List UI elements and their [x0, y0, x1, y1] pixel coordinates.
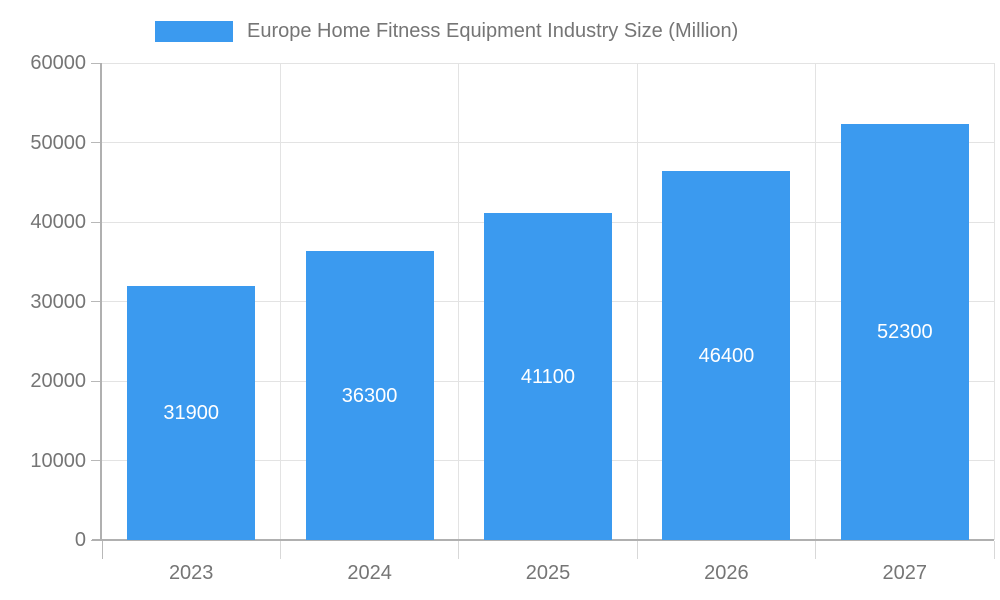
x-axis-line: [92, 539, 994, 541]
bar-value-label: 46400: [698, 344, 755, 367]
y-axis-tick: [91, 380, 100, 382]
y-axis-tick: [91, 301, 100, 302]
bar-value-label: 41100: [520, 365, 576, 388]
y-axis-tick: [91, 221, 100, 223]
y-axis-tick: [91, 460, 100, 461]
x-axis-tick: [636, 541, 638, 559]
legend-label: Europe Home Fitness Equipment Industry S…: [247, 20, 739, 42]
gridline-horizontal: [102, 62, 994, 64]
x-tick-label: 2023: [168, 562, 214, 584]
y-tick-label: 40000: [30, 211, 86, 233]
y-tick-label: 60000: [30, 52, 86, 74]
y-tick-label: 0: [74, 529, 86, 551]
plot-area: 0 10000 20000 30000 40000 50000 60000 31900 2023…: [30, 52, 995, 584]
gridline-vertical: [993, 63, 995, 540]
x-tick-label: 2027: [882, 562, 928, 584]
bar-value-label: 31900: [163, 402, 219, 425]
bar: [484, 213, 612, 540]
bar: [840, 124, 969, 540]
x-tick-label: 2026: [704, 562, 749, 584]
y-axis-line: [100, 63, 102, 540]
y-tick-label: 10000: [30, 449, 86, 472]
bar-value-label: 36300: [341, 384, 398, 407]
gridline-vertical: [815, 63, 817, 540]
bar: [127, 286, 256, 540]
y-axis-tick: [91, 142, 100, 143]
y-tick-label: 30000: [30, 290, 86, 313]
x-axis-tick: [815, 541, 817, 559]
x-axis-tick: [279, 541, 281, 559]
bar-value-label: 52300: [876, 321, 933, 344]
gridline-vertical: [458, 63, 460, 540]
x-axis-tick: [458, 541, 460, 559]
x-axis-tick: [101, 541, 103, 559]
y-tick-label: 20000: [30, 370, 86, 392]
gridline-vertical: [279, 63, 281, 540]
y-axis-tick: [91, 62, 100, 64]
legend: Europe Home Fitness Equipment Industry S…: [155, 20, 738, 43]
gridline-vertical: [636, 63, 638, 540]
bar: [662, 171, 791, 540]
x-axis-tick: [993, 541, 995, 559]
gridline-horizontal: [102, 142, 994, 143]
y-tick-label: 50000: [30, 131, 86, 154]
x-tick-label: 2025: [525, 562, 571, 584]
x-tick-label: 2024: [347, 562, 392, 584]
bar: [305, 251, 434, 540]
legend-swatch: [155, 21, 233, 42]
